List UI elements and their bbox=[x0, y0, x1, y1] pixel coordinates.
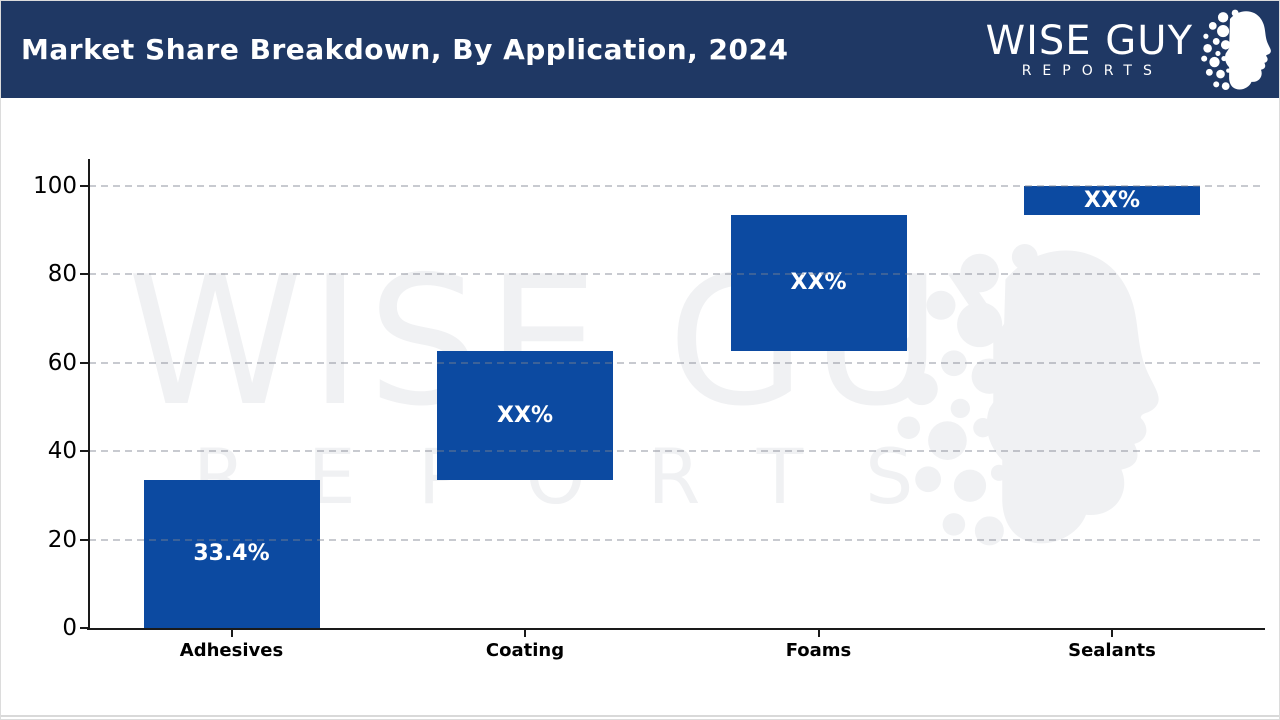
y-tick-label: 100 bbox=[33, 173, 77, 199]
y-tick-mark bbox=[80, 273, 89, 276]
x-tick-mark bbox=[524, 630, 526, 637]
bar-value-label: XX% bbox=[1084, 187, 1140, 213]
bar-value-label: XX% bbox=[790, 270, 847, 296]
brand-subtitle-text: REPORTS bbox=[1021, 62, 1163, 79]
header-bar: Market Share Breakdown, By Application, … bbox=[1, 1, 1279, 98]
y-tick-mark bbox=[80, 361, 89, 364]
y-tick-label: 0 bbox=[62, 615, 77, 641]
x-tick-mark bbox=[1111, 630, 1113, 637]
page-title: Market Share Breakdown, By Application, … bbox=[21, 33, 789, 66]
y-tick-label: 80 bbox=[47, 261, 77, 288]
y-tick-label: 60 bbox=[47, 349, 77, 376]
y-tick-mark bbox=[80, 627, 89, 629]
bar-coating: XX% bbox=[437, 350, 613, 481]
brand-logo: WISE GUY REPORTS bbox=[986, 1, 1279, 98]
gridline-100 bbox=[89, 185, 1263, 187]
y-tick-mark bbox=[80, 185, 89, 187]
gridline-60 bbox=[89, 361, 1263, 364]
x-axis-line bbox=[87, 628, 1265, 630]
y-tick-mark bbox=[80, 538, 89, 541]
y-tick-mark bbox=[80, 450, 89, 453]
bottom-frame-line bbox=[1, 715, 1279, 717]
x-tick-mark bbox=[817, 630, 820, 637]
gridline-40 bbox=[89, 450, 1263, 453]
x-category-label: Adhesives bbox=[179, 640, 284, 661]
bar-adhesives: 33.4% bbox=[143, 480, 320, 628]
y-tick-label: 20 bbox=[47, 526, 77, 553]
bar-value-label: XX% bbox=[497, 402, 553, 428]
bar-value-label: 33.4% bbox=[193, 541, 270, 567]
head-profile-logo-icon bbox=[1201, 9, 1271, 90]
bar-foams: XX% bbox=[730, 215, 907, 351]
brand-wordmark: WISE GUY REPORTS bbox=[986, 21, 1193, 79]
bar-sealants: XX% bbox=[1024, 186, 1200, 216]
x-category-label: Sealants bbox=[1068, 640, 1156, 661]
y-axis-line bbox=[88, 159, 90, 629]
brand-name-text: WISE GUY bbox=[985, 17, 1193, 64]
gridline-80 bbox=[89, 273, 1263, 276]
x-tick-mark bbox=[230, 630, 233, 637]
x-category-label: Coating bbox=[485, 640, 565, 661]
x-category-label: Foams bbox=[785, 640, 852, 661]
y-tick-label: 40 bbox=[47, 438, 77, 465]
gridline-20 bbox=[89, 538, 1263, 541]
